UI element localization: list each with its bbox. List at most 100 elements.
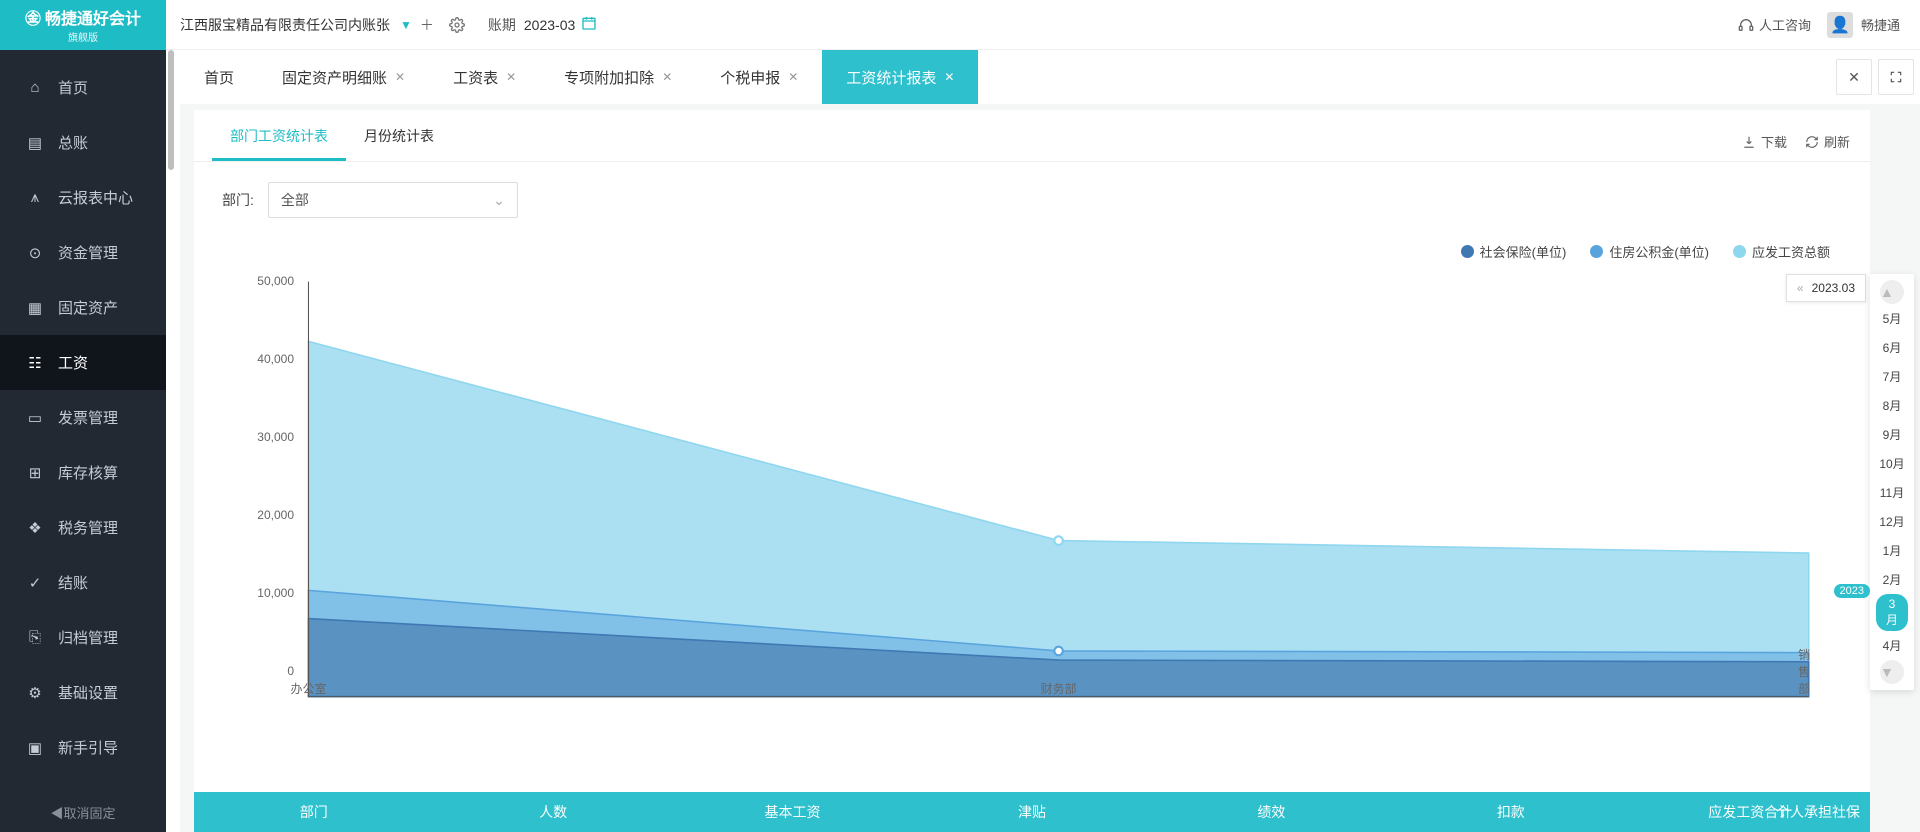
x-tick-label: 办公室: [290, 680, 326, 697]
guide-icon: ▣: [26, 739, 44, 757]
unpin-sidebar-button[interactable]: ◀取消固定: [0, 803, 166, 822]
tab[interactable]: 工资表✕: [429, 50, 540, 104]
month-down-button[interactable]: ▼: [1880, 660, 1904, 684]
tax-icon: ❖: [26, 519, 44, 537]
close-icon[interactable]: ✕: [662, 70, 672, 84]
month-item[interactable]: 7月: [1870, 362, 1914, 391]
logo: ㊎畅捷通好会计 旗舰版: [0, 0, 166, 50]
sidebar-item-chart[interactable]: ⩚云报表中心: [0, 170, 166, 225]
support-link[interactable]: 人工咨询: [1738, 15, 1811, 34]
refresh-button[interactable]: 刷新: [1805, 132, 1850, 151]
tab[interactable]: 专项附加扣除✕: [540, 50, 696, 104]
fullscreen-button[interactable]: [1878, 59, 1914, 95]
table-header: 部门人数基本工资津贴绩效扣款应发工资合计个人承担社保: [194, 792, 1870, 832]
salary-chart: 010,00020,00030,00040,00050,000办公室财务部销售部: [234, 271, 1830, 701]
sidebar-item-close[interactable]: ✓结账: [0, 555, 166, 610]
refresh-icon: [1805, 135, 1819, 149]
month-item[interactable]: 3月: [1876, 594, 1908, 631]
user-name: 畅捷通: [1861, 15, 1900, 34]
ledger-icon: ▤: [26, 134, 44, 152]
period-value: 2023-03: [524, 17, 575, 33]
month-up-button[interactable]: ▲: [1880, 280, 1904, 304]
table-column-header-overflow: 个人承担社保: [1776, 802, 1860, 822]
month-item[interactable]: 9月: [1870, 420, 1914, 449]
stock-icon: ⊞: [26, 464, 44, 482]
add-button[interactable]: ＋: [412, 10, 442, 40]
month-item[interactable]: 10月: [1870, 449, 1914, 478]
chart-icon: ⩚: [26, 189, 44, 207]
settings-icon: ⚙: [26, 684, 44, 702]
table-column-header: 绩效: [1152, 802, 1391, 822]
fund-icon: ⊙: [26, 244, 44, 262]
legend-dot: [1461, 245, 1474, 258]
month-item[interactable]: 2月: [1870, 565, 1914, 594]
subtab-month[interactable]: 月份统计表: [346, 114, 452, 161]
x-tick-label: 销售部: [1798, 646, 1819, 697]
salary-icon: ☷: [26, 354, 44, 372]
month-item[interactable]: 12月: [1870, 507, 1914, 536]
tab[interactable]: 工资统计报表✕: [822, 50, 978, 104]
period-picker[interactable]: 2023-03: [524, 15, 597, 34]
legend-item[interactable]: 应发工资总额: [1733, 242, 1830, 261]
sidebar-item-tax[interactable]: ❖税务管理: [0, 500, 166, 555]
tab[interactable]: 个税申报✕: [696, 50, 822, 104]
content-panel: 部门工资统计表 月份统计表 下载 刷新 部门: 全部 ⌄ 社会保险(单位) 住房公…: [180, 104, 1920, 832]
table-column-header: 扣款: [1391, 802, 1630, 822]
table-column-header: 基本工资: [673, 802, 912, 822]
month-item[interactable]: 11月: [1870, 478, 1914, 507]
subtab-department[interactable]: 部门工资统计表: [212, 114, 346, 161]
close-tab-button[interactable]: ✕: [1836, 59, 1872, 95]
sidebar-item-home[interactable]: ⌂首页: [0, 60, 166, 115]
download-icon: [1742, 135, 1756, 149]
logo-edition: 旗舰版: [68, 29, 98, 44]
year-badge: 2023: [1834, 584, 1870, 598]
tab[interactable]: 首页: [180, 50, 258, 104]
sidebar-item-fund[interactable]: ⊙资金管理: [0, 225, 166, 280]
chevron-down-icon: ⌄: [493, 192, 505, 209]
chevron-left-icon: «: [1797, 281, 1804, 295]
sidebar-item-ledger[interactable]: ▤总账: [0, 115, 166, 170]
download-button[interactable]: 下载: [1742, 132, 1787, 151]
sidebar-item-salary[interactable]: ☷工资: [0, 335, 166, 390]
table-column-header: 人数: [433, 802, 672, 822]
y-tick-label: 20,000: [234, 508, 294, 522]
department-select[interactable]: 全部 ⌄: [268, 182, 518, 218]
close-icon[interactable]: ✕: [788, 70, 798, 84]
month-item[interactable]: 8月: [1870, 391, 1914, 420]
legend-item[interactable]: 住房公积金(单位): [1590, 242, 1709, 261]
sidebar-scrollbar[interactable]: [166, 50, 176, 832]
y-tick-label: 0: [234, 664, 294, 678]
month-item[interactable]: 6月: [1870, 333, 1914, 362]
tab[interactable]: 固定资产明细账✕: [258, 50, 429, 104]
month-item[interactable]: 1月: [1870, 536, 1914, 565]
y-tick-label: 50,000: [234, 274, 294, 288]
table-column-header: 津贴: [912, 802, 1151, 822]
legend-dot: [1590, 245, 1603, 258]
avatar-icon: 👤: [1827, 12, 1853, 38]
logo-icon: ㊎: [25, 5, 41, 29]
sidebar-item-settings[interactable]: ⚙基础设置: [0, 665, 166, 720]
sidebar-item-asset[interactable]: ▦固定资产: [0, 280, 166, 335]
company-selector[interactable]: 江西服宝精品有限责任公司内账张 ▼: [180, 15, 412, 35]
y-tick-label: 10,000: [234, 586, 294, 600]
month-item[interactable]: 4月: [1870, 631, 1914, 660]
close-icon: ✓: [26, 574, 44, 592]
sub-tabs: 部门工资统计表 月份统计表 下载 刷新: [194, 110, 1870, 162]
close-icon[interactable]: ✕: [944, 70, 954, 84]
archive-icon: ⎘: [26, 629, 44, 647]
sidebar-item-guide[interactable]: ▣新手引导: [0, 720, 166, 775]
sidebar-item-invoice[interactable]: ▭发票管理: [0, 390, 166, 445]
period-chip[interactable]: « 2023.03: [1786, 274, 1866, 302]
month-item[interactable]: 5月: [1870, 304, 1914, 333]
gear-icon[interactable]: [442, 10, 472, 40]
home-icon: ⌂: [26, 79, 44, 97]
close-icon[interactable]: ✕: [395, 70, 405, 84]
department-select-value: 全部: [281, 190, 309, 210]
user-menu[interactable]: 👤 畅捷通: [1827, 12, 1900, 38]
table-column-header: 部门: [194, 802, 433, 822]
legend-item[interactable]: 社会保险(单位): [1461, 242, 1567, 261]
sidebar-item-archive[interactable]: ⎘归档管理: [0, 610, 166, 665]
sidebar-item-stock[interactable]: ⊞库存核算: [0, 445, 166, 500]
department-filter-label: 部门:: [222, 190, 254, 210]
close-icon[interactable]: ✕: [506, 70, 516, 84]
